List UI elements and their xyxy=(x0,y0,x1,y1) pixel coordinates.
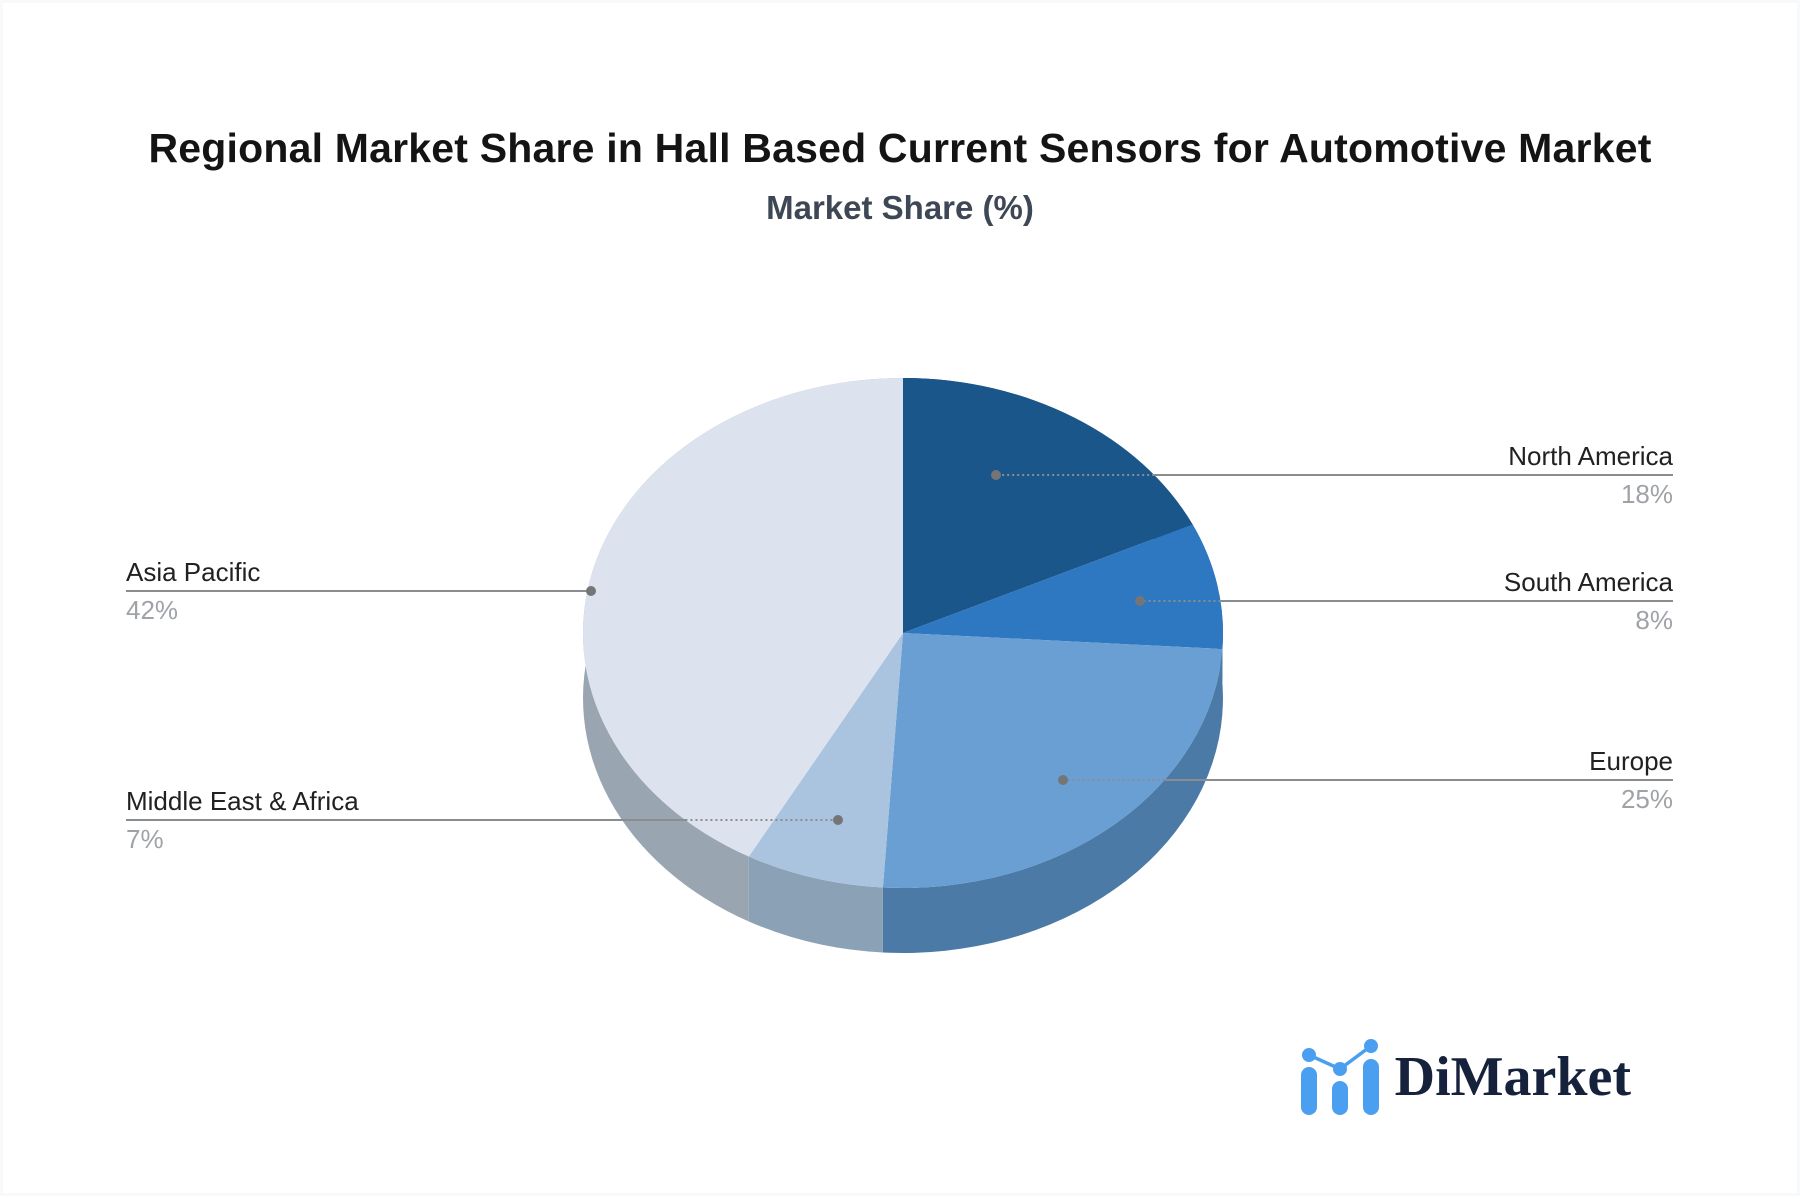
pie-slice-south-america[interactable] xyxy=(903,524,1223,650)
pie-slice-side-middle-east-and-africa xyxy=(748,856,883,953)
pie-slice-north-america[interactable] xyxy=(903,378,1193,633)
pie-chart: North America 18% South America 8% Europe 25%… xyxy=(126,378,1674,953)
slice-label-asia-pacific: Asia Pacific xyxy=(126,557,260,587)
leader-dot xyxy=(586,586,596,596)
slice-label-middle-east-and-africa: Middle East & Africa xyxy=(126,786,359,816)
leader-dot xyxy=(991,470,1001,480)
brand-name: DiMarket xyxy=(1394,1046,1631,1108)
slice-pct-asia-pacific: 42% xyxy=(126,595,178,625)
pie-slice-asia-pacific[interactable] xyxy=(583,378,903,857)
pie-slice-middle-east-and-africa[interactable] xyxy=(748,633,903,888)
bar-line-chart-icon xyxy=(1300,1039,1379,1115)
chart-subtitle: Market Share (%) xyxy=(766,189,1034,226)
slice-label-south-america: South America xyxy=(1504,567,1674,597)
leader-dot xyxy=(1058,775,1068,785)
slice-pct-europe: 25% xyxy=(1621,784,1673,814)
slice-label-europe: Europe xyxy=(1589,746,1673,776)
slice-pct-south-america: 8% xyxy=(1635,605,1673,635)
page-title: Regional Market Share in Hall Based Curr… xyxy=(148,125,1652,171)
leader-dot xyxy=(833,815,843,825)
brand-logo: DiMarket xyxy=(1299,1039,1631,1115)
slice-label-north-america: North America xyxy=(1508,441,1673,471)
leader-dot xyxy=(1135,596,1145,606)
slice-pct-north-america: 18% xyxy=(1621,479,1673,509)
pie-slice-europe[interactable] xyxy=(882,633,1223,889)
slice-pct-middle-east-and-africa: 7% xyxy=(126,824,164,854)
pie-slice-side-europe xyxy=(882,649,1223,953)
